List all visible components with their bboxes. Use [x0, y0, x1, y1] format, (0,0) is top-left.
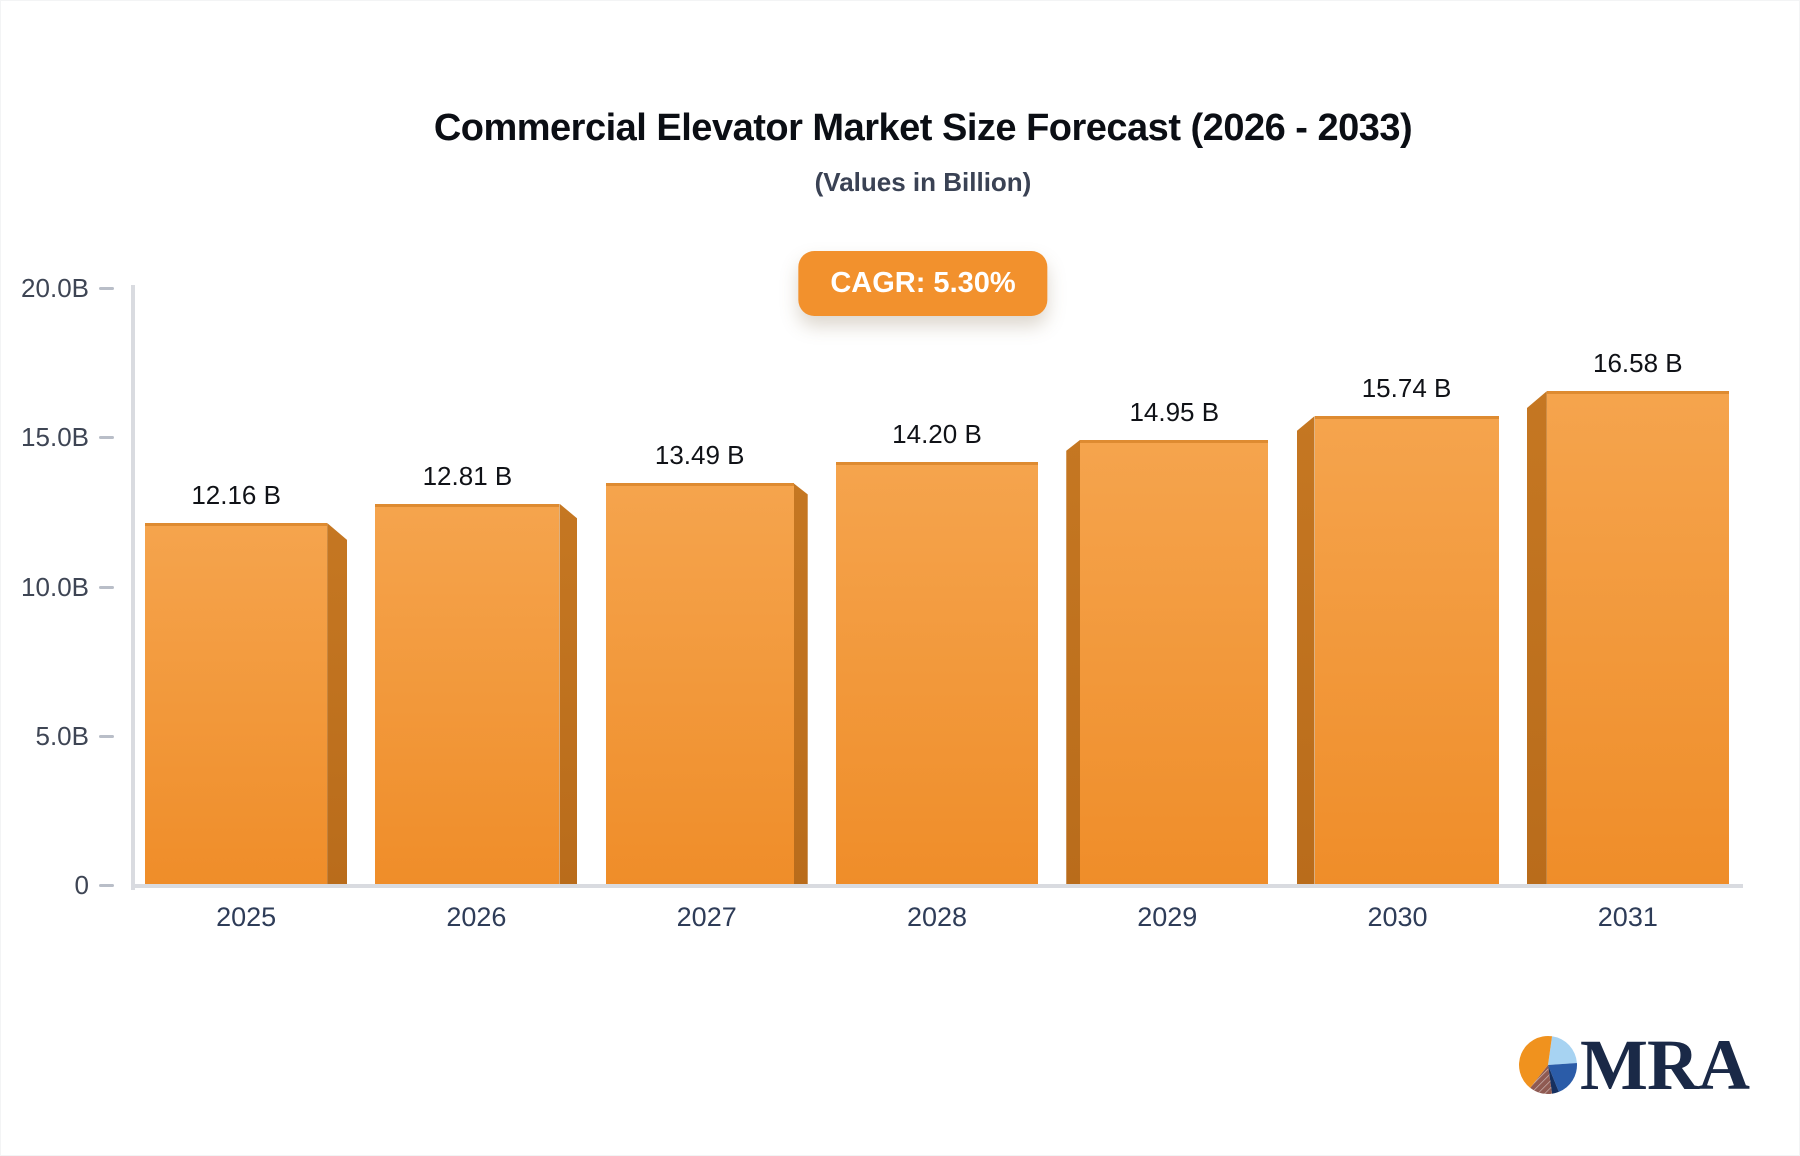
bar-side-face [1296, 416, 1315, 886]
bar-slot: 12.81 B [361, 289, 591, 886]
x-axis-label-2026: 2026 [446, 902, 507, 932]
x-axis-label-2025: 2025 [216, 902, 277, 932]
bar-value-label: 14.20 B [892, 419, 982, 450]
bar-side-face [1526, 391, 1547, 886]
bar-slot: 15.74 B [1282, 289, 1512, 886]
bar-slot: 13.49 B [592, 289, 822, 886]
bar-value-label: 13.49 B [654, 440, 745, 471]
bar-side-face [793, 483, 808, 886]
y-axis-tick [99, 287, 114, 290]
y-axis-label: 20.0B [21, 273, 89, 303]
y-axis-label: 0 [74, 870, 89, 900]
y-axis-tick [99, 436, 114, 440]
mra-logo: MRA [1518, 1025, 1750, 1105]
bar-side-face [327, 523, 348, 886]
bar-value-label: 16.58 B [1593, 348, 1683, 379]
bar-2027[interactable] [605, 483, 808, 886]
bar-front-face [1546, 391, 1729, 886]
bar-value-label: 14.95 B [1129, 396, 1220, 427]
y-axis-tick [99, 585, 114, 589]
cagr-badge: CAGR: 5.30% [798, 251, 1048, 316]
bar-2026[interactable] [375, 503, 578, 886]
y-axis-label: 10.0B [21, 571, 89, 602]
bar-slot: 14.95 B [1052, 289, 1282, 886]
pie-chart-icon [1519, 1035, 1578, 1095]
y-axis-tick [99, 884, 114, 887]
x-axis-label-2028: 2028 [906, 902, 968, 932]
bar-value-label: 15.74 B [1361, 373, 1452, 404]
x-axis-line [131, 884, 1743, 888]
x-axis-label-2029: 2029 [1137, 902, 1198, 932]
bar-slot: 16.58 B [1513, 289, 1743, 886]
x-axis-label-2031: 2031 [1597, 902, 1658, 932]
bars-row: 12.16 B 12.81 B 13.49 B 14.20 B 14.95 B 15.74… [131, 289, 1743, 886]
bar-2028[interactable] [835, 462, 1038, 886]
bar-2031[interactable] [1526, 391, 1729, 886]
chart-subtitle: (Values in Billion) [814, 167, 1032, 197]
bar-front-face [605, 483, 794, 886]
bar-slot: 12.16 B [131, 289, 361, 886]
y-axis-label: 5.0B [35, 720, 90, 751]
y-axis-tick [99, 734, 114, 738]
x-axis-row: 2025 2026 2027 2028 2029 2030 2031 [131, 902, 1743, 933]
bar-front-face [145, 523, 328, 886]
bar-front-face [375, 503, 560, 886]
bar-value-label: 12.16 B [191, 480, 281, 511]
bar-slot: 14.20 B [822, 289, 1052, 886]
bar-value-label: 12.81 B [422, 460, 513, 491]
bar-2030[interactable] [1296, 416, 1499, 886]
chart-title: Commercial Elevator Market Size Forecast… [433, 107, 1413, 149]
x-axis-label-2030: 2030 [1367, 902, 1428, 932]
bar-2025[interactable] [145, 523, 348, 886]
bar-front-face [835, 462, 1038, 886]
logo-text: MRA [1580, 1025, 1750, 1105]
bar-front-face [1314, 416, 1499, 886]
y-axis-label: 15.0B [21, 422, 89, 453]
bar-2029[interactable] [1066, 439, 1269, 886]
x-axis-label-2027: 2027 [676, 902, 737, 932]
plot-area: 20.0B 15.0B 10.0B 5.0B 0 12.16 B 12.81 B 13.49… [21, 273, 1743, 932]
y-axis-line [131, 285, 135, 890]
bar-side-face [1066, 439, 1081, 886]
bar-side-face [559, 503, 578, 886]
bar-front-face [1080, 439, 1269, 886]
